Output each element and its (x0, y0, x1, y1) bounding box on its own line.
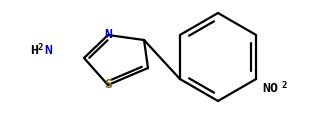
Text: N: N (104, 29, 112, 42)
Text: N: N (44, 43, 52, 56)
Text: 2: 2 (38, 43, 43, 52)
Text: NO: NO (262, 81, 278, 94)
Text: S: S (104, 78, 112, 91)
Text: H: H (30, 43, 38, 56)
Text: 2: 2 (281, 81, 286, 90)
